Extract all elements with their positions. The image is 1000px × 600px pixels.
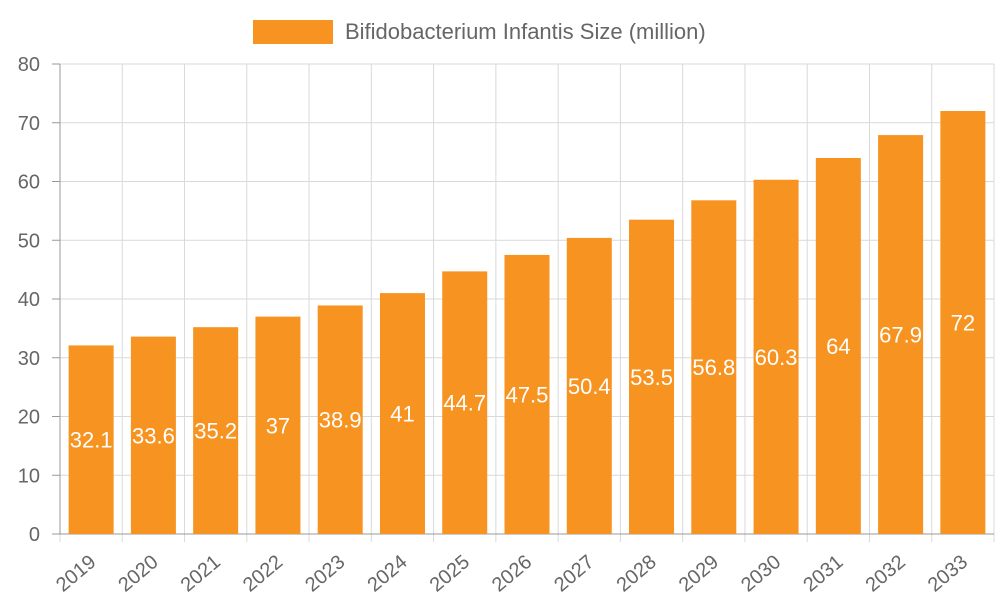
legend-label: Bifidobacterium Infantis Size (million) (345, 19, 706, 44)
data-label-2025: 44.7 (443, 391, 486, 416)
x-tick-label: 2028 (613, 551, 661, 596)
data-label-2027: 50.4 (568, 374, 611, 399)
y-tick-label: 10 (18, 465, 40, 487)
x-tick-label: 2025 (426, 551, 474, 596)
x-tick-label: 2020 (114, 551, 162, 596)
data-label-2028: 53.5 (630, 365, 673, 390)
bar-2031[interactable] (815, 158, 861, 534)
data-labels: 32.1 33.6 35.2 37 38.9 41 44.7 47.5 50.4 53.5 56.8… (70, 311, 975, 453)
bar-2019[interactable] (68, 345, 114, 534)
bar-2024[interactable] (379, 293, 425, 534)
y-tick-label: 80 (18, 54, 40, 76)
bar-2032[interactable] (878, 135, 924, 534)
data-label-2023: 38.9 (319, 408, 362, 433)
y-tick-label: 0 (29, 524, 40, 546)
bars (68, 111, 986, 535)
x-tick-label: 2031 (799, 551, 847, 596)
y-tick-label: 40 (18, 289, 40, 311)
data-label-2020: 33.6 (132, 423, 175, 448)
bar-2028[interactable] (629, 219, 675, 534)
bar-2020[interactable] (130, 336, 176, 534)
bar-2027[interactable] (566, 237, 612, 534)
x-tick-label: 2030 (737, 551, 785, 596)
bar-2029[interactable] (691, 200, 737, 535)
x-tick-label: 2026 (488, 551, 536, 596)
x-tick-label: 2027 (550, 551, 598, 596)
y-tick-label: 50 (18, 230, 40, 252)
data-label-2033: 72 (951, 311, 975, 336)
y-tick-label: 30 (18, 348, 40, 370)
y-tick-label: 70 (18, 113, 40, 135)
data-label-2024: 41 (390, 402, 414, 427)
data-label-2022: 37 (266, 413, 290, 438)
x-tick-label: 2019 (52, 551, 100, 596)
bar-2025[interactable] (442, 271, 488, 534)
x-tick-label: 2024 (363, 551, 411, 596)
bar-2026[interactable] (504, 254, 550, 534)
data-label-2031: 64 (826, 334, 850, 359)
x-tick-label: 2021 (177, 551, 225, 596)
bar-2023[interactable] (317, 305, 363, 534)
data-label-2019: 32.1 (70, 428, 113, 453)
x-axis-ticks: 2019 2020 2021 2022 2023 2024 2025 2026 2027 2028… (52, 551, 972, 596)
x-tick-label: 2029 (675, 551, 723, 596)
data-label-2030: 60.3 (755, 345, 798, 370)
x-tick-label: 2033 (924, 551, 972, 596)
y-axis-ticks: 0 10 20 30 40 50 60 70 80 (18, 54, 40, 546)
x-tick-label: 2022 (239, 551, 287, 596)
grid (59, 63, 995, 542)
data-label-2026: 47.5 (506, 382, 549, 407)
data-label-2029: 56.8 (692, 355, 735, 380)
bar-2033[interactable] (940, 111, 986, 534)
bar-2021[interactable] (193, 327, 239, 534)
legend-swatch (253, 20, 333, 44)
data-label-2021: 35.2 (194, 419, 237, 444)
bar-2030[interactable] (753, 179, 799, 535)
x-tick-label: 2023 (301, 551, 349, 596)
legend[interactable]: Bifidobacterium Infantis Size (million) (253, 19, 706, 44)
x-tick-label: 2032 (862, 551, 910, 596)
bar-2022[interactable] (255, 316, 301, 534)
data-label-2032: 67.9 (879, 323, 922, 348)
y-tick-label: 60 (18, 172, 40, 194)
y-tick-label: 20 (18, 407, 40, 429)
